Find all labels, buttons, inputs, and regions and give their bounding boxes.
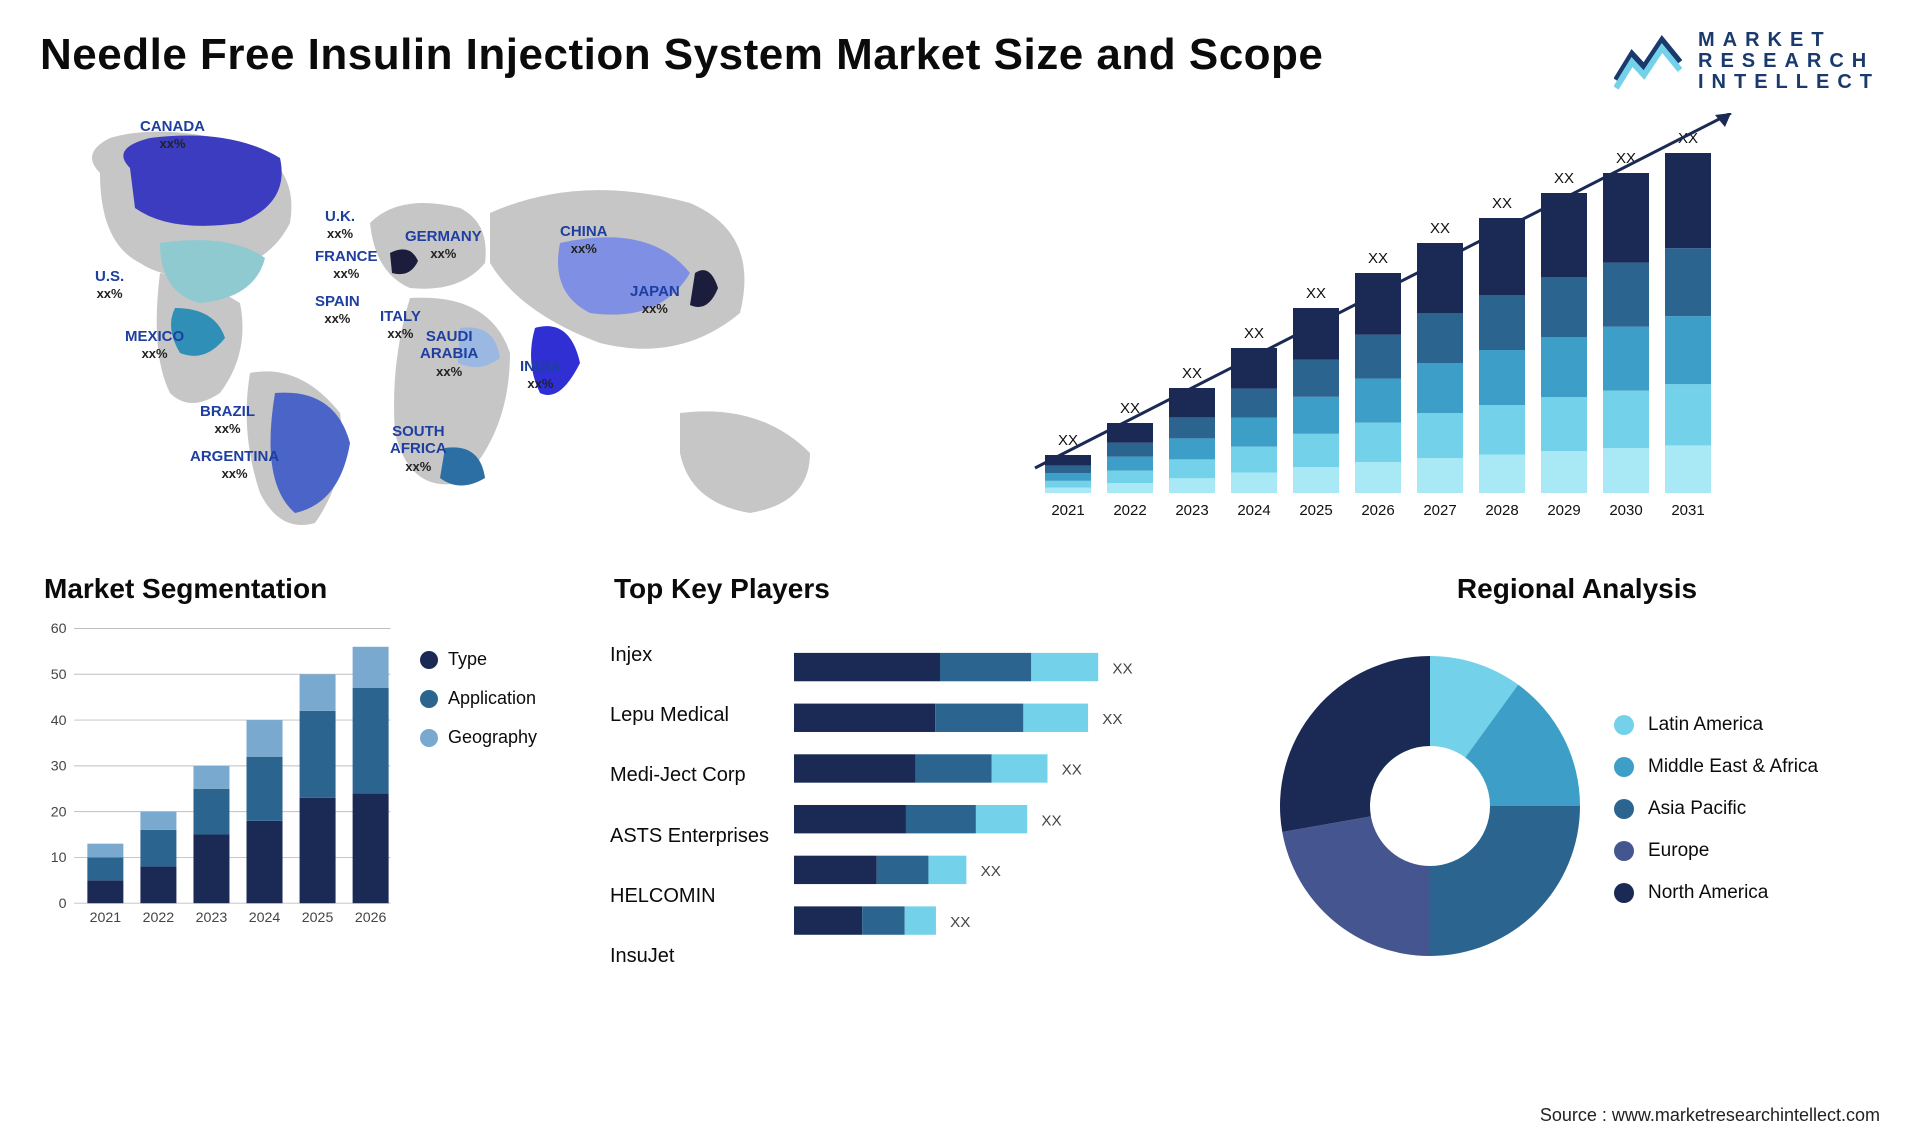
legend-item: Asia Pacific [1614,798,1880,820]
svg-text:XX: XX [1182,365,1202,382]
svg-text:XX: XX [1430,220,1450,237]
map-label: ARGENTINAxx% [190,448,279,483]
player-name: ASTS Enterprises [610,825,780,848]
svg-text:XX: XX [1112,660,1132,677]
legend-item: Middle East & Africa [1614,756,1880,778]
source-credit: Source : www.marketresearchintellect.com [1540,1105,1880,1126]
map-label: CANADAxx% [140,118,205,153]
svg-text:2024: 2024 [249,910,281,926]
svg-text:2025: 2025 [1299,502,1332,519]
player-name: Injex [610,644,780,667]
svg-text:2028: 2028 [1485,502,1518,519]
svg-text:50: 50 [51,667,67,683]
svg-text:XX: XX [950,914,970,931]
map-label: INDIAxx% [520,358,561,393]
map-label: CHINAxx% [560,223,608,258]
player-name: Medi-Ject Corp [610,764,780,787]
world-map: CANADAxx% U.S.xx%MEXICOxx% BRAZILxx% ARGENT… [40,113,940,543]
svg-text:40: 40 [51,713,67,729]
segmentation-title: Market Segmentation [44,573,570,605]
map-label: GERMANYxx% [405,228,482,263]
segmentation-legend: Type Application Geography [420,619,570,993]
players-card: Top Key Players Injex Lepu Medical Medi-Je… [610,573,1230,993]
svg-text:2030: 2030 [1609,502,1642,519]
svg-text:2026: 2026 [1361,502,1394,519]
svg-text:2021: 2021 [1051,502,1084,519]
players-bars: XX XX XX XX XX XX [794,619,1230,993]
top-row: CANADAxx% U.S.xx%MEXICOxx% BRAZILxx% ARGENT… [40,113,1880,543]
svg-text:10: 10 [51,850,67,866]
brand-mark-icon [1614,32,1684,92]
map-label: BRAZILxx% [200,403,255,438]
legend-item: Application [420,688,570,709]
svg-text:XX: XX [1306,285,1326,302]
svg-text:2022: 2022 [1113,502,1146,519]
map-label: ITALYxx% [380,308,421,343]
legend-item: Type [420,649,570,670]
infographic-root: Needle Free Insulin Injection System Mar… [0,0,1920,1146]
player-name: InsuJet [610,945,780,968]
map-label: SOUTHAFRICAxx% [390,423,447,475]
svg-text:XX: XX [1102,711,1122,728]
brand-line-2: RESEARCH [1698,51,1880,72]
svg-text:2021: 2021 [90,910,122,926]
regional-card: Regional Analysis Latin America Middle Ea… [1270,573,1880,993]
regional-title: Regional Analysis [1274,573,1880,605]
brand-line-1: MARKET [1698,30,1880,51]
regional-legend: Latin America Middle East & Africa Asia Pa… [1614,708,1880,904]
players-names: Injex Lepu Medical Medi-Ject Corp ASTS Ente… [610,619,780,993]
legend-item: Latin America [1614,714,1880,736]
svg-text:XX: XX [1041,812,1061,829]
player-name: Lepu Medical [610,704,780,727]
svg-text:XX: XX [1554,170,1574,187]
svg-text:0: 0 [59,896,67,912]
forecast-chart: XX 2021 XX 2022 XX 2023 XX 2024 XX 2025 XX 2026 XX 20… [970,113,1880,543]
segmentation-card: Market Segmentation 0 10 20 30 40 50 60 2021 202… [40,573,570,993]
svg-text:2023: 2023 [1175,502,1208,519]
legend-item: Europe [1614,840,1880,862]
svg-text:XX: XX [1062,762,1082,779]
map-label: U.K.xx% [325,208,355,243]
svg-text:XX: XX [1368,250,1388,267]
legend-item: Geography [420,727,570,748]
brand-line-3: INTELLECT [1698,72,1880,93]
svg-text:30: 30 [51,759,67,775]
legend-item: North America [1614,882,1880,904]
svg-text:20: 20 [51,804,67,820]
svg-text:60: 60 [51,621,67,637]
svg-text:2029: 2029 [1547,502,1580,519]
map-label: U.S.xx% [95,268,124,303]
svg-text:2031: 2031 [1671,502,1704,519]
brand-logo: MARKET RESEARCH INTELLECT [1590,30,1880,93]
svg-text:2027: 2027 [1423,502,1456,519]
segmentation-chart: 0 10 20 30 40 50 60 2021 2022 2023 2024 2025 2026 [40,619,400,993]
svg-text:XX: XX [1244,325,1264,342]
bottom-row: Market Segmentation 0 10 20 30 40 50 60 2021 202… [40,573,1880,993]
forecast-svg: XX 2021 XX 2022 XX 2023 XX 2024 XX 2025 XX 2026 XX 20… [970,113,1880,543]
map-label: MEXICOxx% [125,328,184,363]
svg-text:XX: XX [1492,195,1512,212]
players-title: Top Key Players [614,573,1230,605]
svg-text:2024: 2024 [1237,502,1270,519]
player-name: HELCOMIN [610,885,780,908]
regional-donut [1270,646,1590,966]
header: Needle Free Insulin Injection System Mar… [40,30,1880,93]
page-title: Needle Free Insulin Injection System Mar… [40,30,1323,80]
svg-text:2023: 2023 [196,910,228,926]
svg-text:2022: 2022 [143,910,175,926]
map-label: JAPANxx% [630,283,680,318]
map-label: SPAINxx% [315,293,360,328]
svg-text:2026: 2026 [355,910,387,926]
svg-text:XX: XX [981,863,1001,880]
svg-text:2025: 2025 [302,910,334,926]
map-label: SAUDIARABIAxx% [420,328,478,380]
map-label: FRANCExx% [315,248,378,283]
